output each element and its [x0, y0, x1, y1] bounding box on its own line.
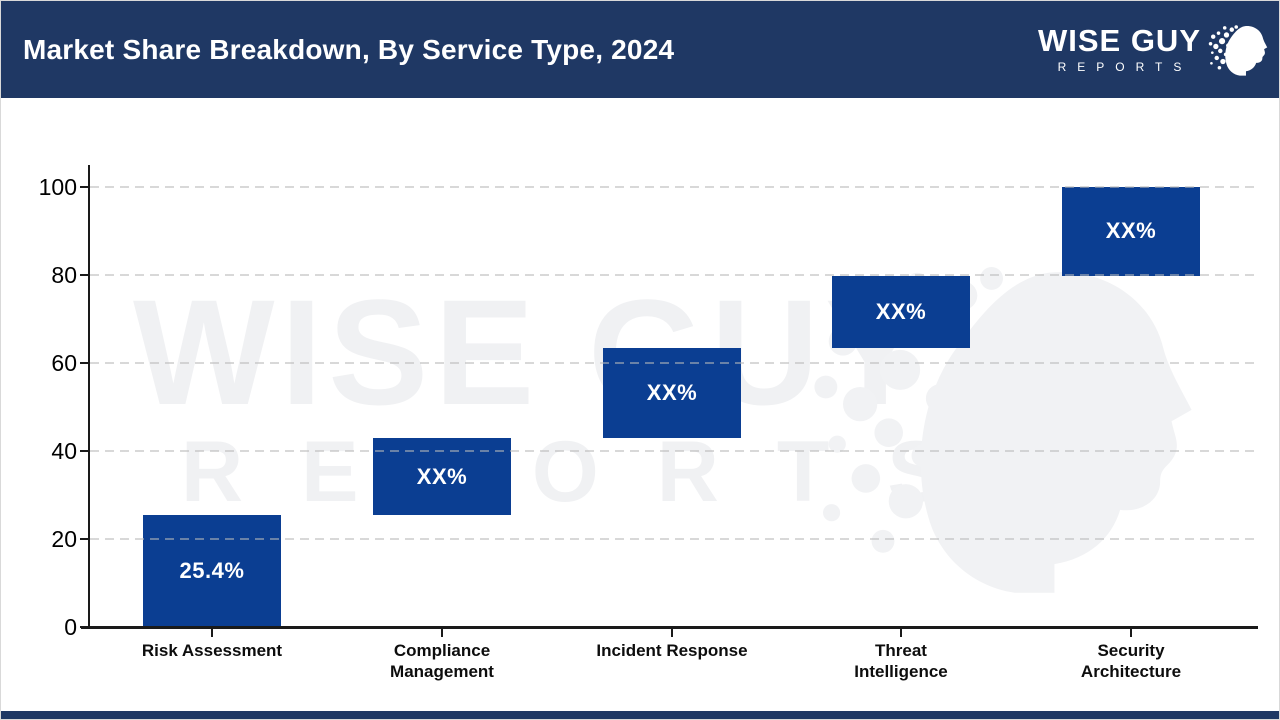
bar-security-architecture: XX% [1062, 187, 1200, 276]
brand-logo-text: WISE GUY REPORTS [1038, 25, 1201, 74]
x-axis-label-threat-intelligence: Threat Intelligence [785, 640, 1017, 682]
gridline-20 [90, 538, 1257, 540]
y-tick-mark [80, 186, 89, 188]
y-tick-mark [80, 450, 89, 452]
x-tick-mark [671, 629, 673, 637]
y-tick-label: 100 [38, 174, 77, 200]
x-axis-label-compliance-management: Compliance Management [326, 640, 558, 682]
x-axis-label-line: Architecture [1080, 662, 1182, 681]
gridline-40 [90, 450, 1257, 452]
y-tick-label: 20 [51, 526, 77, 552]
brand-subname: REPORTS [1057, 59, 1193, 74]
x-axis-label-line: Security [1097, 641, 1165, 660]
brand-name: WISE GUY [1037, 23, 1201, 59]
gridline-100 [90, 186, 1257, 188]
watermark-subtext: REPORTS [181, 424, 1003, 520]
chart-title: Market Share Breakdown, By Service Type,… [23, 33, 675, 65]
watermark-brand-text: WISE GUY [133, 268, 932, 436]
bar-risk-assessment: 25.4% [143, 515, 281, 627]
x-axis-label-line: Compliance [393, 641, 491, 660]
x-axis-label-security-architecture: Security Architecture [1015, 640, 1247, 682]
y-tick-mark [80, 362, 89, 364]
y-tick-label: 40 [51, 438, 77, 464]
y-tick-mark [80, 538, 89, 540]
bar-threat-intelligence: XX% [832, 275, 970, 348]
gridline-60 [90, 362, 1257, 364]
y-tick-mark [80, 626, 89, 628]
x-tick-mark [900, 629, 902, 637]
y-tick-label: 0 [64, 614, 77, 640]
y-tick-label: 60 [51, 350, 77, 376]
brand-logo: WISE GUY REPORTS [1038, 1, 1269, 98]
bar-value-label: 25.4% [179, 558, 245, 584]
x-axis-label-line: Risk Assessment [141, 641, 283, 660]
head-profile-logo-icon [1208, 24, 1268, 76]
x-axis-label-incident-response: Incident Response [556, 640, 788, 661]
x-tick-mark [441, 629, 443, 637]
y-axis-line [88, 165, 90, 629]
x-axis-label-line: Management [390, 662, 494, 681]
bar-value-label: XX% [875, 298, 927, 324]
y-tick-label: 80 [51, 262, 77, 288]
footer-bar [1, 711, 1279, 719]
x-axis-label-line: Intelligence [854, 662, 948, 681]
bar-value-label: XX% [646, 379, 698, 405]
bar-value-label: XX% [1105, 218, 1157, 244]
y-tick-mark [80, 274, 89, 276]
header-bar: Market Share Breakdown, By Service Type,… [1, 1, 1279, 98]
x-axis-label-line: Threat [875, 641, 927, 660]
x-axis-line [81, 626, 1258, 629]
gridline-80 [90, 274, 1257, 276]
x-tick-mark [211, 629, 213, 637]
x-axis-label-line: Incident Response [596, 641, 748, 660]
bar-value-label: XX% [416, 463, 468, 489]
x-axis-label-risk-assessment: Risk Assessment [96, 640, 328, 661]
x-tick-mark [1130, 629, 1132, 637]
